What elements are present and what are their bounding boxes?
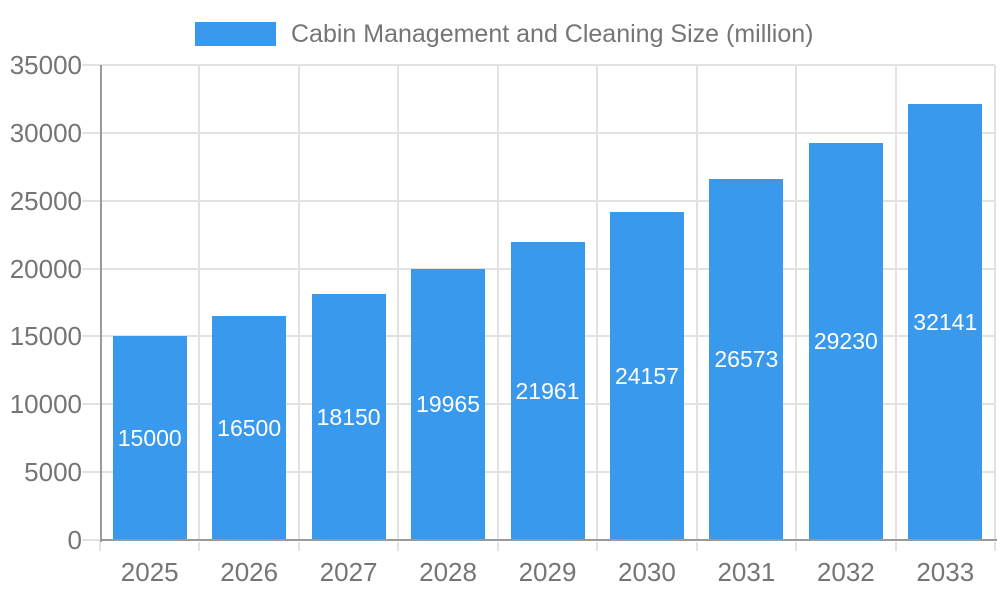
x-axis-tick <box>695 542 698 551</box>
x-axis-tick <box>397 542 400 551</box>
x-tick-label: 2032 <box>816 557 875 587</box>
bar: 29230 <box>808 143 883 540</box>
v-gridline <box>297 65 300 540</box>
x-axis-tick <box>496 542 499 551</box>
plot-area: 0 5000 10000 15000 20000 25000 30000 35000 2025 1… <box>10 52 996 587</box>
bar-value-label: 24157 <box>614 362 679 389</box>
y-axis-line <box>100 65 102 542</box>
bar: 16500 <box>212 316 287 540</box>
v-gridline <box>496 65 499 540</box>
bar: 19965 <box>411 269 486 540</box>
chart-title[interactable]: Cabin Management and Cleaning Size (mill… <box>291 19 814 48</box>
v-gridline <box>994 65 996 540</box>
y-axis-tick <box>82 471 100 474</box>
bar: 32141 <box>908 104 983 540</box>
y-axis-tick <box>82 267 100 270</box>
x-tick-label: 2030 <box>618 557 676 587</box>
v-gridline <box>695 65 698 540</box>
y-tick-label: 35000 <box>9 50 82 80</box>
y-axis-tick <box>82 199 100 202</box>
bar: 21961 <box>510 242 585 540</box>
y-tick-label: 20000 <box>9 253 82 284</box>
v-gridline <box>596 65 599 540</box>
v-gridline <box>795 65 798 540</box>
h-gridline <box>100 199 995 202</box>
y-axis-tick <box>82 64 100 66</box>
x-axis-tick <box>596 542 599 551</box>
bar-value-label: 18150 <box>316 403 381 430</box>
x-tick-label: 2027 <box>319 557 378 587</box>
y-axis-tick <box>82 131 100 134</box>
bar-value-label: 32141 <box>913 308 978 335</box>
v-gridline <box>397 65 400 540</box>
x-tick-label: 2033 <box>916 557 975 587</box>
bar: 24157 <box>609 212 684 540</box>
x-axis-tick <box>99 542 101 551</box>
v-gridline <box>894 65 897 540</box>
x-tick-label: 2026 <box>220 557 279 587</box>
x-tick-label: 2029 <box>518 557 577 587</box>
bar: 26573 <box>709 179 784 540</box>
bar-value-label: 16500 <box>217 414 282 441</box>
x-axis-tick <box>894 542 897 551</box>
x-axis-tick <box>297 542 300 551</box>
chart-legend[interactable]: Cabin Management and Cleaning Size (mill… <box>195 18 814 50</box>
bar: 15000 <box>112 336 187 540</box>
x-tick-label: 2028 <box>419 557 477 587</box>
h-gridline <box>100 64 995 66</box>
y-tick-label: 5000 <box>24 457 82 488</box>
legend-swatch[interactable] <box>195 22 276 46</box>
bar-value-label: 26573 <box>714 346 779 372</box>
x-tick-label: 2031 <box>717 557 776 587</box>
v-gridline <box>198 65 201 540</box>
bar-value-label: 29230 <box>813 328 878 354</box>
x-tick-label: 2025 <box>120 557 179 587</box>
x-axis-tick <box>198 542 201 551</box>
bar-value-label: 21961 <box>515 377 580 404</box>
bar: 18150 <box>311 294 386 540</box>
x-axis-tick <box>795 542 798 551</box>
x-axis-line <box>100 539 997 541</box>
y-tick-label: 0 <box>67 525 82 555</box>
x-axis-tick <box>994 542 996 551</box>
y-tick-label: 10000 <box>9 389 82 420</box>
y-axis-tick <box>82 539 100 541</box>
y-axis-tick <box>82 335 100 338</box>
bar-value-label: 15000 <box>117 424 182 451</box>
bar-value-label: 19965 <box>416 391 481 417</box>
y-tick-label: 15000 <box>9 321 82 352</box>
h-gridline <box>100 131 995 134</box>
y-tick-label: 25000 <box>9 185 82 216</box>
y-tick-label: 30000 <box>9 117 82 148</box>
y-axis-tick <box>82 403 100 406</box>
